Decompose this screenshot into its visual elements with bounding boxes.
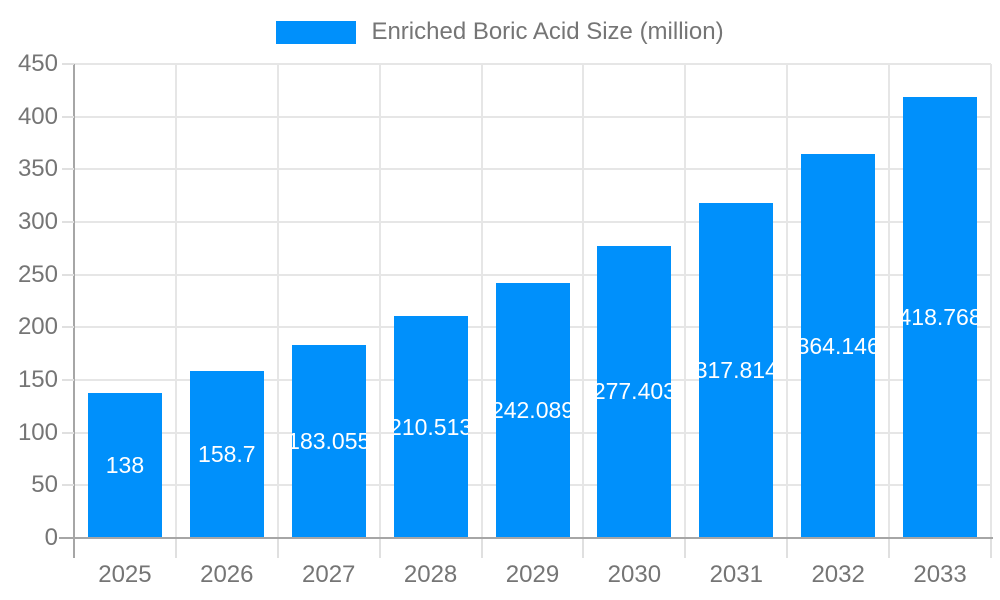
h-gridline xyxy=(74,221,991,223)
x-tick xyxy=(990,539,992,558)
bar-value-label: 210.513 xyxy=(393,413,468,440)
y-tick xyxy=(62,379,74,381)
x-tick xyxy=(786,539,789,558)
bar-value-label: 242.089 xyxy=(495,397,570,423)
x-tick xyxy=(276,539,279,558)
x-tick xyxy=(174,539,177,558)
v-gridline xyxy=(582,64,585,538)
v-gridline xyxy=(990,64,992,538)
bar-2032[interactable]: 364.146 xyxy=(801,154,876,538)
x-axis-tick-label: 2025 xyxy=(98,561,152,588)
legend-item[interactable]: Enriched Boric Acid Size (million) xyxy=(0,14,1000,50)
v-gridline xyxy=(276,64,279,538)
y-tick xyxy=(62,431,74,434)
plot-area: 138 158.7 183.055 210.513 242.089 277.403 317.… xyxy=(74,63,992,538)
y-axis-tick-label: 250 xyxy=(17,260,58,288)
x-axis-tick-label: 2031 xyxy=(709,561,763,588)
y-tick xyxy=(62,273,74,276)
x-axis-tick-label: 2032 xyxy=(811,561,865,588)
x-axis-tick-label: 2029 xyxy=(505,561,560,588)
y-tick xyxy=(62,115,74,118)
bar-2027[interactable]: 183.055 xyxy=(291,345,366,538)
y-axis-line xyxy=(73,64,75,558)
y-axis-tick-label: 450 xyxy=(17,50,58,77)
v-gridline xyxy=(378,64,381,538)
y-axis-tick-label: 350 xyxy=(17,155,58,183)
x-tick xyxy=(582,539,585,558)
y-tick xyxy=(62,168,74,171)
y-axis-tick-label: 100 xyxy=(17,418,58,446)
legend-swatch xyxy=(276,20,357,44)
bar-2033[interactable]: 418.768 xyxy=(903,96,978,538)
v-gridline xyxy=(684,64,687,538)
y-axis-tick-label: 150 xyxy=(17,366,58,393)
y-axis-tick-label: 200 xyxy=(17,313,58,341)
x-axis-line xyxy=(59,537,993,539)
x-tick xyxy=(888,539,891,558)
v-gridline xyxy=(174,64,177,538)
y-tick xyxy=(62,221,74,223)
bar-2030[interactable]: 277.403 xyxy=(597,245,672,538)
bar-value-label: 277.403 xyxy=(597,378,672,405)
h-gridline xyxy=(74,168,991,171)
bar-value-label: 183.055 xyxy=(291,428,366,455)
x-tick xyxy=(684,539,687,558)
v-gridline xyxy=(480,64,483,538)
bar-value-label: 418.768 xyxy=(903,303,978,330)
v-gridline xyxy=(786,64,789,538)
y-tick xyxy=(62,484,74,487)
v-gridline xyxy=(888,64,891,538)
bar-2026[interactable]: 158.7 xyxy=(189,370,264,538)
bar-value-label: 364.146 xyxy=(801,332,876,359)
bar-value-label: 138 xyxy=(105,451,145,478)
y-tick xyxy=(62,63,74,65)
x-axis-tick-label: 2033 xyxy=(913,561,967,588)
bar-value-label: 317.814 xyxy=(699,357,774,384)
h-gridline xyxy=(74,115,991,118)
h-gridline xyxy=(74,273,991,276)
x-tick xyxy=(378,539,381,558)
x-axis-tick-label: 2026 xyxy=(200,561,254,588)
bar-value-label: 158.7 xyxy=(198,440,256,467)
y-axis-tick-label: 300 xyxy=(17,208,58,235)
bar-2029[interactable]: 242.089 xyxy=(495,283,570,538)
x-axis-tick-label: 2030 xyxy=(607,561,662,588)
bar-2025[interactable]: 138 xyxy=(87,392,162,538)
y-axis-tick-label: 0 xyxy=(44,524,58,551)
bar-2031[interactable]: 317.814 xyxy=(699,203,774,538)
x-axis-tick-label: 2028 xyxy=(403,561,458,588)
h-gridline xyxy=(74,63,991,65)
bar-2028[interactable]: 210.513 xyxy=(393,316,468,538)
x-axis-tick-label: 2027 xyxy=(302,561,356,588)
y-axis-tick-label: 400 xyxy=(17,102,58,130)
y-tick xyxy=(62,326,74,329)
x-tick xyxy=(480,539,483,558)
y-axis-tick-label: 50 xyxy=(31,471,58,499)
legend-label: Enriched Boric Acid Size (million) xyxy=(371,18,724,45)
